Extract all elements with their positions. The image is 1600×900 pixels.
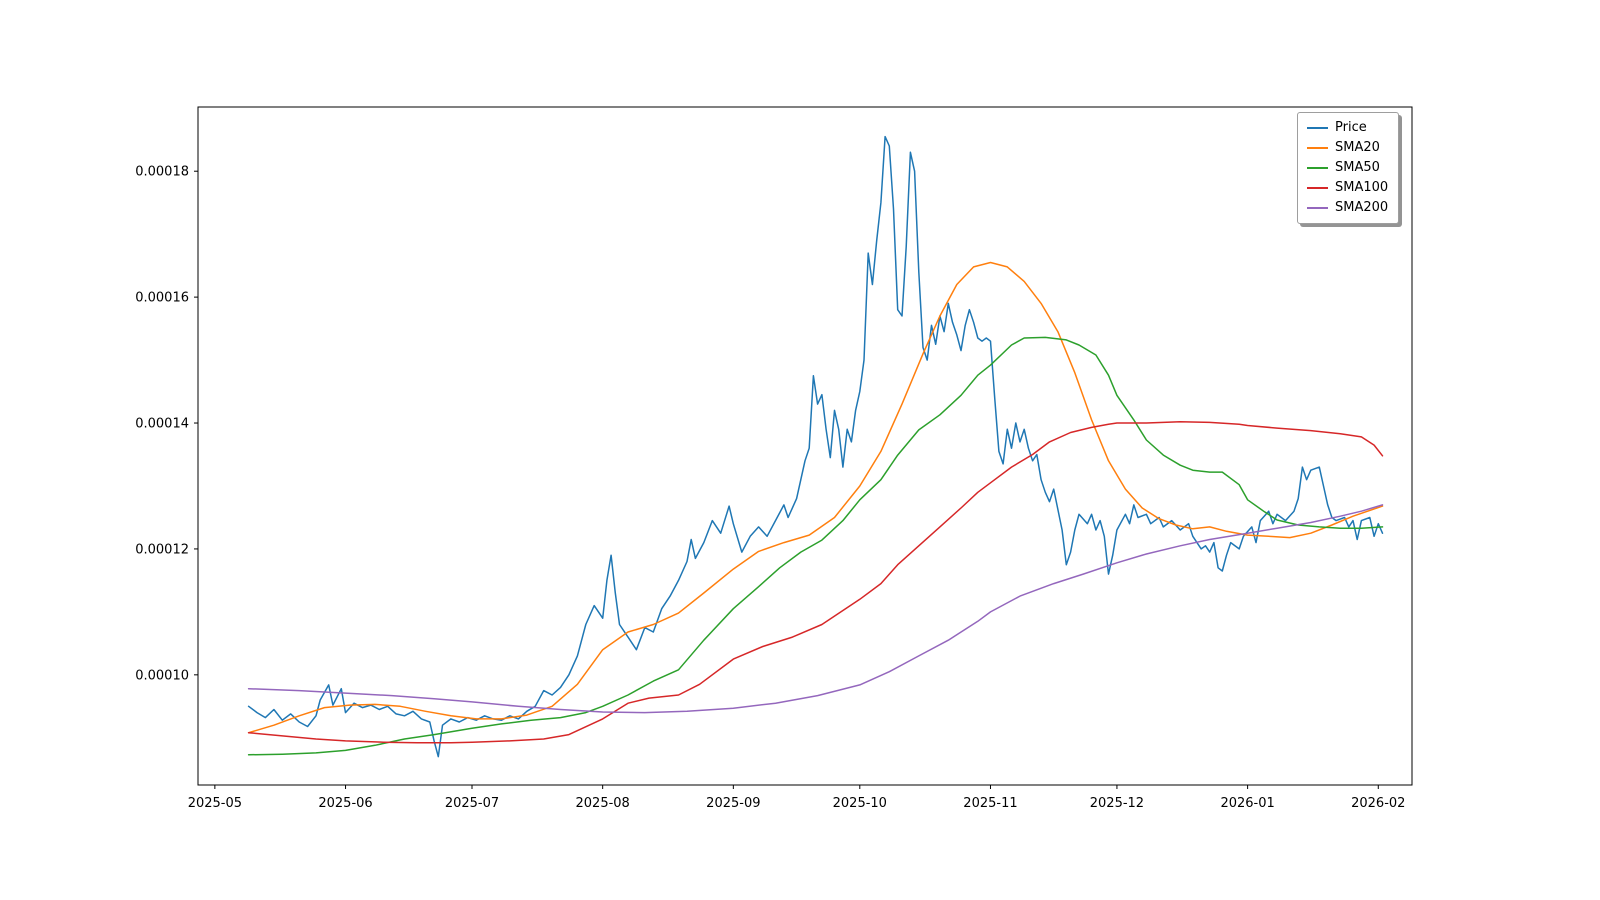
legend-label-sma100: SMA100: [1335, 180, 1389, 195]
y-tick-label: 0.00018: [135, 165, 189, 180]
series-line-sma100: [247, 421, 1384, 744]
x-tick-label: 2025-12: [1090, 796, 1144, 811]
series-line-sma20: [247, 261, 1384, 734]
x-tick-label: 2025-05: [188, 796, 242, 811]
sma100-line-swatch: [1307, 187, 1328, 189]
legend-label-price: Price: [1335, 120, 1367, 135]
y-tick-label: 0.00010: [135, 668, 189, 683]
x-tick-label: 2025-07: [445, 796, 499, 811]
y-tick-label: 0.00014: [135, 417, 189, 432]
x-tick-label: 2025-06: [318, 796, 372, 811]
legend-item-sma100: SMA100: [1307, 178, 1388, 198]
x-tick-label: 2025-11: [963, 796, 1017, 811]
price-line-swatch: [1307, 127, 1328, 129]
x-tick-label: 2025-08: [576, 796, 630, 811]
legend-item-price: Price: [1307, 118, 1388, 138]
y-tick-label: 0.00012: [135, 542, 189, 557]
chart-legend: Price SMA20 SMA50 SMA100 SMA200: [1297, 112, 1400, 224]
sma50-line-swatch: [1307, 167, 1328, 169]
legend-item-sma50: SMA50: [1307, 158, 1388, 178]
x-tick-label: 2026-01: [1220, 796, 1274, 811]
legend-item-sma200: SMA200: [1307, 198, 1388, 218]
sma200-line-swatch: [1307, 207, 1328, 209]
x-tick-label: 2025-09: [706, 796, 760, 811]
y-tick-label: 0.00016: [135, 291, 189, 306]
legend-label-sma20: SMA20: [1335, 140, 1380, 155]
legend-item-sma20: SMA20: [1307, 138, 1388, 158]
series-line-sma200: [247, 504, 1384, 714]
series-line-price: [247, 135, 1384, 758]
series-line-sma50: [247, 336, 1384, 756]
x-tick-label: 2025-10: [833, 796, 887, 811]
legend-label-sma50: SMA50: [1335, 160, 1380, 175]
x-tick-label: 2026-02: [1351, 796, 1405, 811]
legend-label-sma200: SMA200: [1335, 200, 1389, 215]
sma20-line-swatch: [1307, 147, 1328, 149]
axes-frame: [197, 106, 1413, 786]
